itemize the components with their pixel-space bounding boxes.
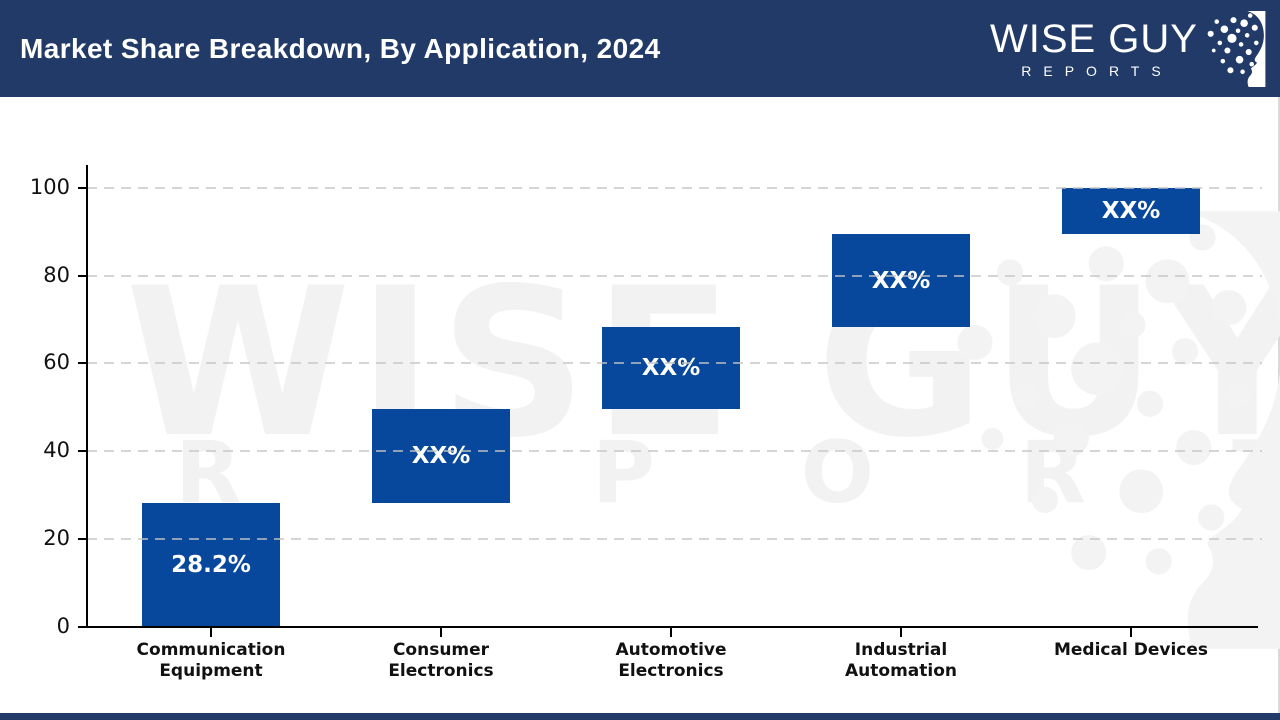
y-tick: [78, 274, 86, 277]
y-tick: [78, 537, 86, 540]
chart-title: Market Share Breakdown, By Application, …: [20, 32, 661, 64]
y-tick: [78, 186, 86, 189]
watermark-reports: R E P O R T S: [175, 423, 1280, 523]
category-label-line: Automotive: [615, 640, 727, 660]
category-label: Medical Devices: [1021, 640, 1241, 661]
x-tick: [1130, 627, 1132, 637]
category-label-line: Communication: [136, 640, 286, 660]
category-label: Consumer Electronics: [331, 640, 551, 682]
y-tick-label: 60: [43, 350, 70, 375]
category-label: Industrial Automation: [791, 640, 1011, 682]
gridline-y20: [87, 537, 1262, 540]
gridline-y60: [87, 362, 1262, 365]
gridline-y40: [87, 450, 1262, 453]
category-label: Automotive Electronics: [561, 640, 781, 682]
y-tick-label: 20: [43, 525, 70, 550]
category-label-line: Equipment: [159, 661, 263, 681]
bar-value-label: XX%: [641, 355, 701, 382]
wise-guy-logo: WISE GUY REPORTS: [990, 10, 1266, 87]
category-label-line: Industrial: [854, 640, 948, 660]
logo-reports-text: REPORTS: [1021, 63, 1173, 79]
y-tick-label: 100: [29, 174, 70, 199]
category-label-line: Consumer: [392, 640, 490, 660]
logo-text: WISE GUY REPORTS: [990, 19, 1198, 78]
bar-value-label: XX%: [411, 443, 471, 470]
y-tick-label: 80: [43, 262, 70, 287]
y-tick: [78, 450, 86, 453]
x-axis-line: [86, 625, 1258, 628]
x-tick: [670, 627, 672, 637]
x-tick: [210, 627, 212, 637]
waterfall-bar: 28.2%: [142, 502, 280, 627]
header-bar: Market Share Breakdown, By Application, …: [0, 0, 1280, 97]
y-tick: [78, 362, 86, 365]
y-tick-label: 0: [56, 613, 70, 638]
y-tick-label: 40: [43, 438, 70, 463]
footer-bar: [0, 713, 1280, 720]
y-tick: [78, 625, 86, 628]
logo-face-icon: [1207, 10, 1266, 87]
bar-value-label: 28.2%: [171, 551, 251, 578]
bar-value-label: XX%: [1101, 198, 1161, 225]
category-label-line: Electronics: [618, 661, 724, 681]
waterfall-bar: XX%: [602, 327, 740, 410]
watermark-face-icon: [957, 211, 1280, 649]
category-label-line: Medical Devices: [1053, 640, 1208, 660]
category-label-line: Electronics: [388, 661, 494, 681]
waterfall-bar: XX%: [372, 409, 510, 503]
gridline-y100: [87, 186, 1262, 189]
category-label-line: Automation: [845, 661, 957, 681]
y-axis-line: [86, 165, 88, 628]
gridline-y80: [87, 274, 1262, 277]
waterfall-bar: XX%: [832, 234, 970, 328]
x-tick: [900, 627, 902, 637]
x-tick: [440, 627, 442, 637]
bar-value-label: XX%: [871, 267, 931, 294]
logo-wiseguy-text: WISE GUY: [989, 17, 1198, 61]
category-label: Communication Equipment: [101, 640, 321, 682]
waterfall-bar: XX%: [1062, 187, 1200, 235]
